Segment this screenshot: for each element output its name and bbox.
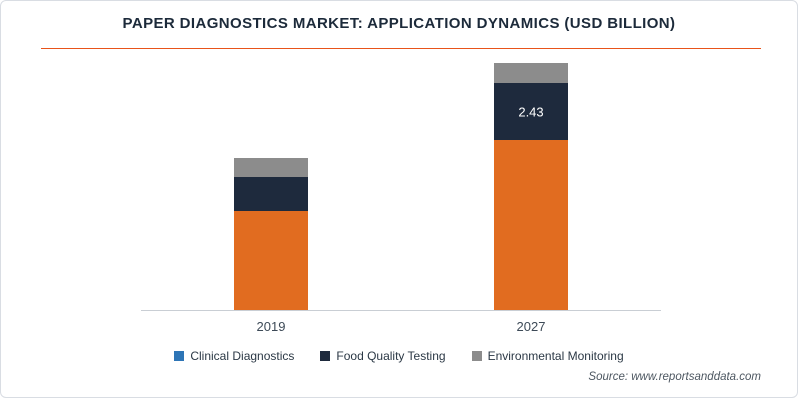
bar-slot-2019 xyxy=(141,61,401,311)
legend-label: Clinical Diagnostics xyxy=(190,349,295,363)
bar-segment xyxy=(494,63,568,83)
legend-label: Food Quality Testing xyxy=(336,349,446,363)
chart-title: PAPER DIAGNOSTICS MARKET: APPLICATION DY… xyxy=(122,15,676,32)
bar-segment xyxy=(494,140,568,310)
bar-slot-2027: 2.43 xyxy=(401,61,661,311)
bar-data-label: 2.43 xyxy=(518,104,544,119)
legend: Clinical Diagnostics Food Quality Testing… xyxy=(1,349,797,363)
x-axis-label-2019: 2019 xyxy=(256,319,286,334)
plot-area: 2.43 xyxy=(141,61,661,311)
stacked-bar-2019 xyxy=(234,158,308,310)
legend-swatch-icon xyxy=(174,351,185,361)
bar-segment xyxy=(234,177,308,211)
bar-segment xyxy=(234,211,308,310)
legend-item: Food Quality Testing xyxy=(320,349,446,363)
bar-segment: 2.43 xyxy=(494,83,568,140)
legend-item: Clinical Diagnostics xyxy=(174,349,294,363)
legend-swatch-icon xyxy=(320,351,331,361)
x-axis-line xyxy=(141,310,661,311)
legend-label: Environmental Monitoring xyxy=(487,349,624,363)
stacked-bar-2027: 2.43 xyxy=(494,63,568,310)
legend-swatch-icon xyxy=(471,351,482,361)
title-divider-line xyxy=(41,48,761,49)
legend-item: Environmental Monitoring xyxy=(471,349,624,363)
x-axis-label-2027: 2027 xyxy=(516,319,546,334)
source-credit: Source: www.reportsanddata.com xyxy=(588,371,761,383)
bar-segment xyxy=(234,158,308,177)
